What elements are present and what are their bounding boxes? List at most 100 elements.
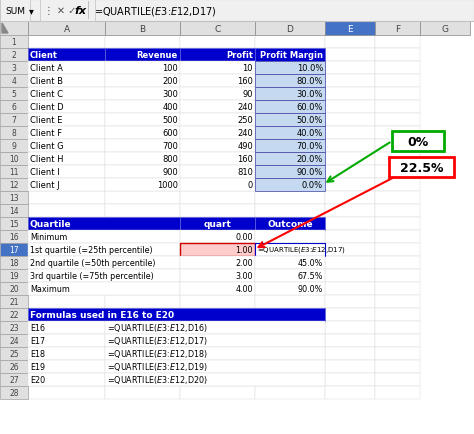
Bar xyxy=(105,360,325,373)
Text: =QUARTILE($E$3:$E$12,D17): =QUARTILE($E$3:$E$12,D17) xyxy=(107,335,208,347)
Bar xyxy=(180,283,255,295)
Bar xyxy=(325,308,375,321)
Text: 17: 17 xyxy=(9,246,19,254)
Bar xyxy=(105,22,180,36)
Bar xyxy=(105,243,180,256)
Bar xyxy=(255,22,325,36)
Bar xyxy=(255,243,325,256)
Bar xyxy=(325,230,375,243)
Text: 160: 160 xyxy=(237,155,253,164)
Bar xyxy=(28,347,105,360)
Text: ⋮ ✕ ✓: ⋮ ✕ ✓ xyxy=(44,6,76,16)
Bar xyxy=(375,230,420,243)
Bar xyxy=(28,283,180,295)
Text: 27: 27 xyxy=(9,375,19,384)
Text: 3rd quartile (=75th percentile): 3rd quartile (=75th percentile) xyxy=(30,271,154,280)
Bar xyxy=(255,230,325,243)
Text: Client E: Client E xyxy=(30,116,63,125)
Bar xyxy=(28,62,105,75)
Bar xyxy=(105,88,180,101)
Bar xyxy=(255,243,325,256)
Bar xyxy=(105,114,180,127)
Bar xyxy=(180,153,255,166)
Bar xyxy=(0,101,28,114)
Bar xyxy=(105,140,180,153)
Bar xyxy=(180,360,255,373)
Bar xyxy=(255,283,325,295)
Text: 23: 23 xyxy=(9,323,19,332)
Bar xyxy=(28,49,105,62)
Bar xyxy=(255,178,325,191)
Text: Outcome: Outcome xyxy=(267,220,313,228)
Bar xyxy=(105,191,180,204)
Text: 2nd quartile (=50th percentile): 2nd quartile (=50th percentile) xyxy=(30,258,155,267)
Bar xyxy=(105,36,180,49)
Bar xyxy=(0,22,28,36)
Bar xyxy=(0,295,28,308)
Bar xyxy=(105,373,325,386)
Bar xyxy=(180,166,255,178)
Text: 400: 400 xyxy=(162,103,178,112)
Bar xyxy=(255,283,325,295)
Bar xyxy=(325,217,375,230)
Bar xyxy=(105,360,180,373)
Bar xyxy=(375,114,420,127)
Bar xyxy=(105,270,180,283)
Bar xyxy=(180,101,255,114)
Bar xyxy=(28,243,180,256)
Bar xyxy=(0,360,28,373)
Text: 24: 24 xyxy=(9,336,19,345)
Bar xyxy=(255,230,325,243)
Bar xyxy=(28,217,180,230)
Bar xyxy=(105,373,180,386)
Bar xyxy=(28,321,105,334)
Bar xyxy=(180,321,255,334)
Bar xyxy=(255,217,325,230)
Bar xyxy=(28,166,105,178)
Text: 10.0%: 10.0% xyxy=(297,64,323,73)
Bar xyxy=(255,127,325,140)
Bar xyxy=(105,49,180,62)
Text: 160: 160 xyxy=(237,77,253,86)
Bar xyxy=(255,114,325,127)
Bar xyxy=(255,321,325,334)
Text: 15: 15 xyxy=(9,220,19,228)
Text: 11: 11 xyxy=(9,168,19,177)
Bar xyxy=(28,386,105,399)
Bar xyxy=(28,178,105,191)
Bar xyxy=(255,191,325,204)
Bar xyxy=(180,373,255,386)
Bar xyxy=(325,191,375,204)
Bar xyxy=(255,153,325,166)
Text: 13: 13 xyxy=(9,194,19,203)
Bar xyxy=(375,217,420,230)
Bar xyxy=(28,270,180,283)
Bar xyxy=(28,178,105,191)
Bar xyxy=(28,166,105,178)
Bar xyxy=(325,270,375,283)
Text: E: E xyxy=(347,24,353,33)
Bar xyxy=(375,283,420,295)
Bar xyxy=(28,373,105,386)
Text: 12: 12 xyxy=(9,181,19,190)
Bar xyxy=(28,321,105,334)
Text: 1000: 1000 xyxy=(157,181,178,190)
Text: 800: 800 xyxy=(162,155,178,164)
Text: Client H: Client H xyxy=(30,155,64,164)
Text: 50.0%: 50.0% xyxy=(297,116,323,125)
Bar xyxy=(105,114,180,127)
Bar xyxy=(325,62,375,75)
Bar xyxy=(325,204,375,217)
Bar xyxy=(28,114,105,127)
Bar xyxy=(325,153,375,166)
Bar xyxy=(28,360,105,373)
Text: 600: 600 xyxy=(162,129,178,138)
Bar xyxy=(375,178,420,191)
Bar xyxy=(255,270,325,283)
Bar xyxy=(325,75,375,88)
Bar xyxy=(0,386,28,399)
Bar xyxy=(105,321,325,334)
Bar xyxy=(105,75,180,88)
Bar xyxy=(105,140,180,153)
Bar xyxy=(180,140,255,153)
